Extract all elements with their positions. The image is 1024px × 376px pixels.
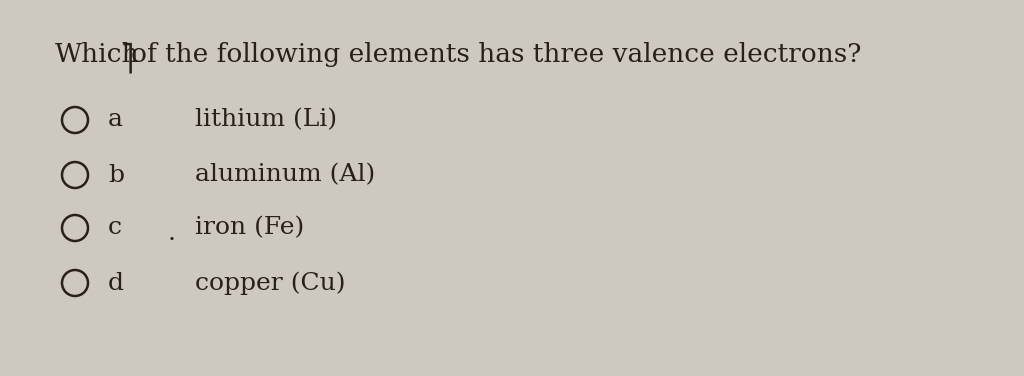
Text: iron (Fe): iron (Fe): [195, 217, 304, 240]
Text: of the following elements has three valence electrons?: of the following elements has three vale…: [131, 42, 861, 67]
Text: copper (Cu): copper (Cu): [195, 271, 345, 295]
Text: .: .: [168, 221, 176, 244]
Text: Which: Which: [55, 42, 139, 67]
Text: a: a: [108, 109, 123, 132]
Text: aluminum (Al): aluminum (Al): [195, 164, 375, 186]
Text: lithium (Li): lithium (Li): [195, 109, 337, 132]
Text: ⎤: ⎤: [121, 42, 134, 73]
Text: c: c: [108, 217, 122, 240]
Text: b: b: [108, 164, 124, 186]
Text: d: d: [108, 271, 124, 294]
